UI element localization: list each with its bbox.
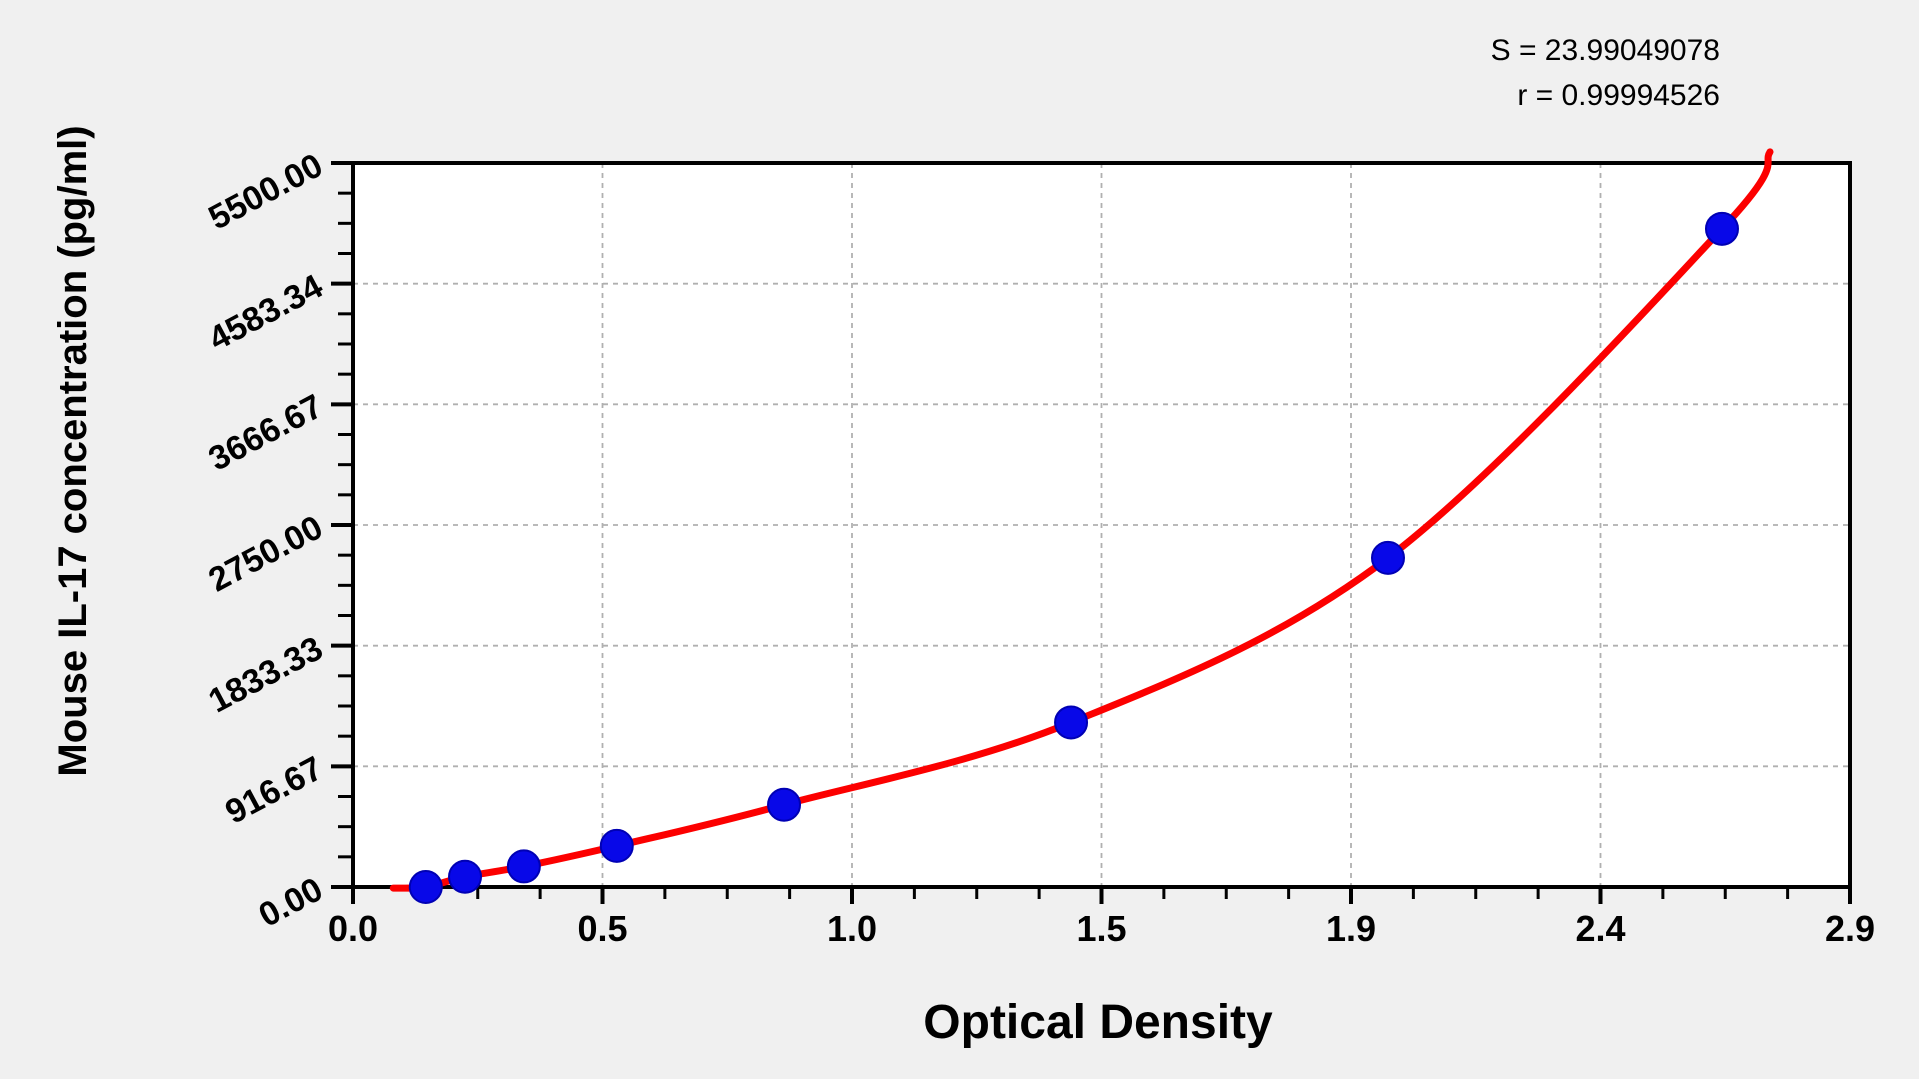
r-value: r = 0.99994526: [1517, 79, 1720, 112]
x-tick-label: 0.0: [327, 908, 379, 949]
plot-border: [351, 161, 1852, 889]
data-point: [767, 787, 802, 822]
data-point: [1704, 211, 1739, 246]
data-point: [408, 870, 443, 904]
x-axis-title: Optical Density: [923, 996, 1273, 1049]
x-tick-label: 2.4: [1575, 908, 1626, 949]
data-point: [506, 849, 541, 884]
x-tick-label: 1.9: [1325, 908, 1376, 949]
x-tick-label: 1.5: [1076, 908, 1127, 949]
s-value: S = 23.99049078: [1490, 34, 1720, 67]
x-tick-label: 2.9: [1824, 908, 1876, 949]
y-axis-title: Mouse IL-17 concentration (pg/ml): [51, 125, 95, 777]
x-tick-label: 1.0: [826, 908, 878, 949]
data-point: [1054, 705, 1089, 740]
data-point: [1370, 540, 1405, 575]
fit-statistics: S = 23.99049078 r = 0.99994526: [1491, 28, 1720, 118]
data-point: [599, 828, 634, 863]
x-tick-label: 0.5: [577, 908, 628, 949]
data-point: [448, 859, 483, 894]
